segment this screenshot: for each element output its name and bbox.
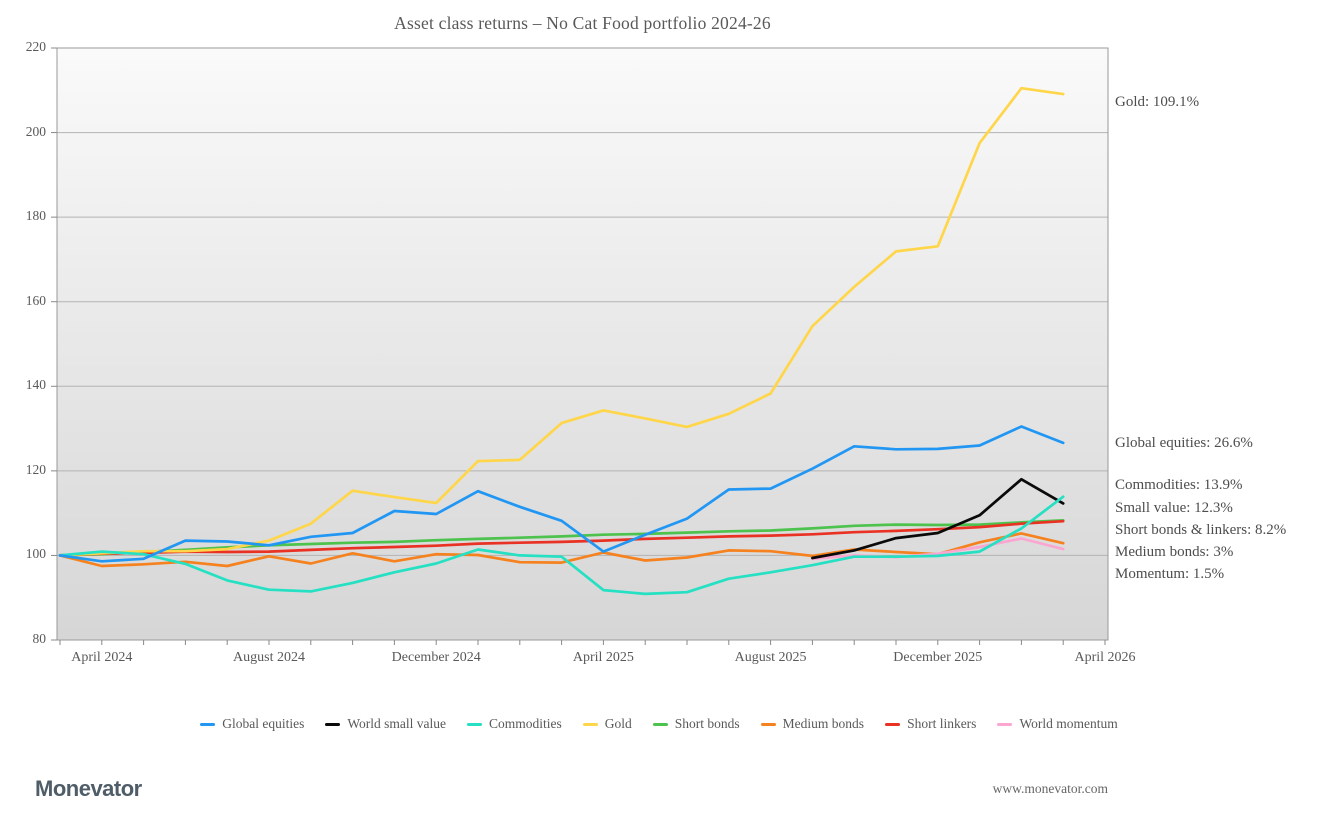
x-axis-label: August 2025 [734, 650, 807, 665]
legend-label: Short linkers [907, 716, 977, 731]
series-line-global-equities [58, 425, 1065, 563]
legend-label: Global equities [222, 716, 305, 731]
series-line-world-small-value [811, 477, 1065, 560]
legend-label: Gold [604, 716, 632, 731]
series-line-gold [58, 86, 1065, 557]
legend-swatch-short-linkers [885, 722, 901, 726]
x-axis-label: December 2025 [893, 650, 983, 665]
chart-title: Asset class returns – No Cat Food portfo… [394, 13, 771, 33]
x-axis-label: December 2024 [391, 650, 481, 665]
y-axis-label: 120 [25, 461, 46, 477]
legend-item-short-bonds[interactable]: Short bonds [652, 716, 740, 732]
legend-item-gold[interactable]: Gold [582, 716, 632, 732]
series-value-label: Short bonds & linkers: 8.2% [1115, 522, 1287, 538]
series-line-short-bonds [58, 518, 1065, 557]
y-axis-label: 140 [25, 377, 46, 393]
y-axis-label: 200 [25, 123, 46, 139]
legend-swatch-world-momentum [997, 722, 1013, 726]
series-line-commodities [58, 495, 1065, 596]
website-url: www.monevator.com [992, 781, 1108, 796]
chart-legend: Global equities World small value Commodit… [0, 716, 1318, 732]
legend-item-commodities[interactable]: Commodities [467, 716, 562, 732]
monevator-logo: Monevator [35, 776, 142, 801]
legend-swatch-gold [582, 722, 598, 726]
y-axis-label: 220 [25, 39, 46, 54]
legend-swatch-medium-bonds [760, 722, 776, 726]
y-axis-label: 160 [25, 292, 46, 308]
y-axis-label: 80 [32, 631, 47, 646]
legend-label: Short bonds [674, 716, 740, 731]
legend-item-global-equities[interactable]: Global equities [200, 716, 304, 732]
x-axis-label: April 2024 [71, 650, 133, 665]
series-value-label: Small value: 12.3% [1115, 500, 1233, 516]
x-axis-label: April 2025 [572, 650, 634, 665]
legend-label: Commodities [489, 716, 562, 731]
series-value-label: Gold: 109.1% [1115, 94, 1200, 110]
series-value-label: Global equities: 26.6% [1115, 435, 1253, 451]
legend-swatch-global-equities [200, 722, 216, 726]
series-value-label: Momentum: 1.5% [1115, 566, 1225, 582]
series-line-short-linkers [58, 519, 1065, 557]
legend-item-world-momentum[interactable]: World momentum [997, 716, 1118, 732]
legend-label: Medium bonds [782, 716, 865, 731]
legend-label: World small value [347, 716, 447, 731]
series-line-medium-bonds [58, 532, 1065, 568]
legend-item-short-linkers[interactable]: Short linkers [885, 716, 976, 732]
y-axis-label: 100 [25, 546, 46, 562]
legend-swatch-world-small-value [325, 722, 341, 726]
series-value-label: Commodities: 13.9% [1115, 477, 1243, 493]
legend-item-medium-bonds[interactable]: Medium bonds [760, 716, 865, 732]
legend-label: World momentum [1019, 716, 1118, 731]
x-axis-label: April 2026 [1074, 650, 1136, 665]
legend-swatch-commodities [467, 722, 483, 726]
legend-item-world-small-value[interactable]: World small value [325, 716, 446, 732]
plot-border [56, 47, 1109, 641]
y-axis-label: 180 [25, 208, 46, 224]
legend-swatch-short-bonds [652, 722, 668, 726]
x-axis-label: August 2024 [233, 650, 305, 665]
series-value-label: Medium bonds: 3% [1115, 544, 1234, 560]
